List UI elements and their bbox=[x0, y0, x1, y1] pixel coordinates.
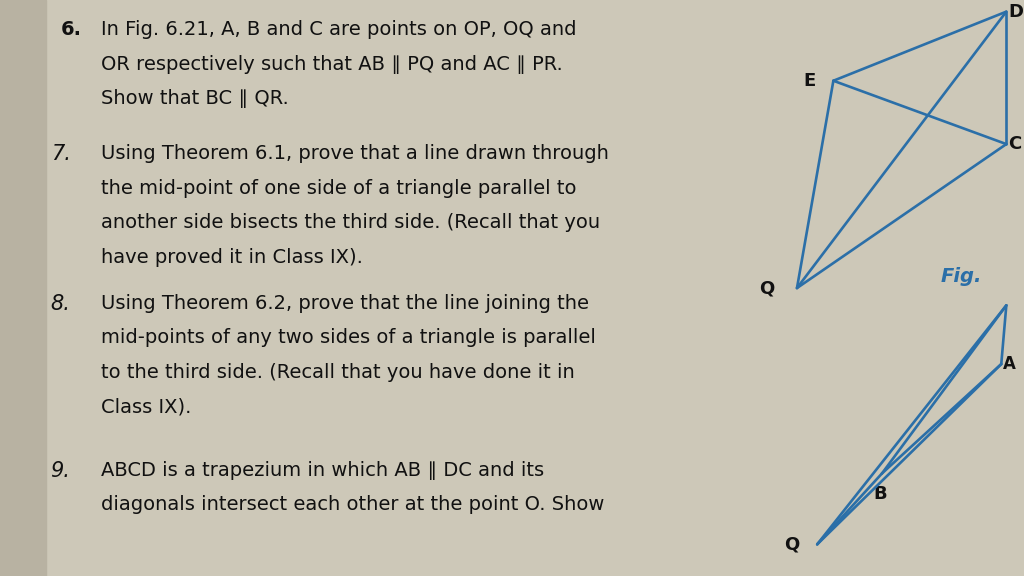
Bar bbox=[0, 0, 45, 576]
Text: Show that BC ∥ QR.: Show that BC ∥ QR. bbox=[101, 89, 289, 108]
Text: Q: Q bbox=[760, 279, 775, 297]
Text: Using Theorem 6.2, prove that the line joining the: Using Theorem 6.2, prove that the line j… bbox=[101, 294, 589, 313]
Text: B: B bbox=[873, 485, 887, 503]
Text: 7.: 7. bbox=[50, 144, 71, 164]
Text: Using Theorem 6.1, prove that a line drawn through: Using Theorem 6.1, prove that a line dra… bbox=[101, 144, 609, 163]
Text: E: E bbox=[803, 72, 815, 90]
Text: 6.: 6. bbox=[60, 20, 82, 39]
Text: mid-points of any two sides of a triangle is parallel: mid-points of any two sides of a triangl… bbox=[101, 328, 596, 347]
Text: diagonals intersect each other at the point O. Show: diagonals intersect each other at the po… bbox=[101, 495, 604, 514]
Text: have proved it in Class IX).: have proved it in Class IX). bbox=[101, 248, 364, 267]
Text: OR respectively such that AB ∥ PQ and AC ∥ PR.: OR respectively such that AB ∥ PQ and AC… bbox=[101, 55, 563, 74]
Text: D: D bbox=[1009, 3, 1023, 21]
Text: Fig.: Fig. bbox=[941, 267, 982, 286]
Text: 8.: 8. bbox=[50, 294, 71, 314]
Text: to the third side. (Recall that you have done it in: to the third side. (Recall that you have… bbox=[101, 363, 574, 382]
Text: the mid-point of one side of a triangle parallel to: the mid-point of one side of a triangle … bbox=[101, 179, 577, 198]
Text: A: A bbox=[1004, 355, 1016, 373]
Text: 9.: 9. bbox=[50, 461, 71, 481]
Text: Class IX).: Class IX). bbox=[101, 397, 191, 416]
Text: Q: Q bbox=[783, 535, 799, 554]
Text: another side bisects the third side. (Recall that you: another side bisects the third side. (Re… bbox=[101, 213, 600, 232]
Text: In Fig. 6.21, A, B and C are points on OP, OQ and: In Fig. 6.21, A, B and C are points on O… bbox=[101, 20, 577, 39]
Text: ABCD is a trapezium in which AB ∥ DC and its: ABCD is a trapezium in which AB ∥ DC and… bbox=[101, 461, 545, 480]
Text: C: C bbox=[1009, 135, 1022, 153]
